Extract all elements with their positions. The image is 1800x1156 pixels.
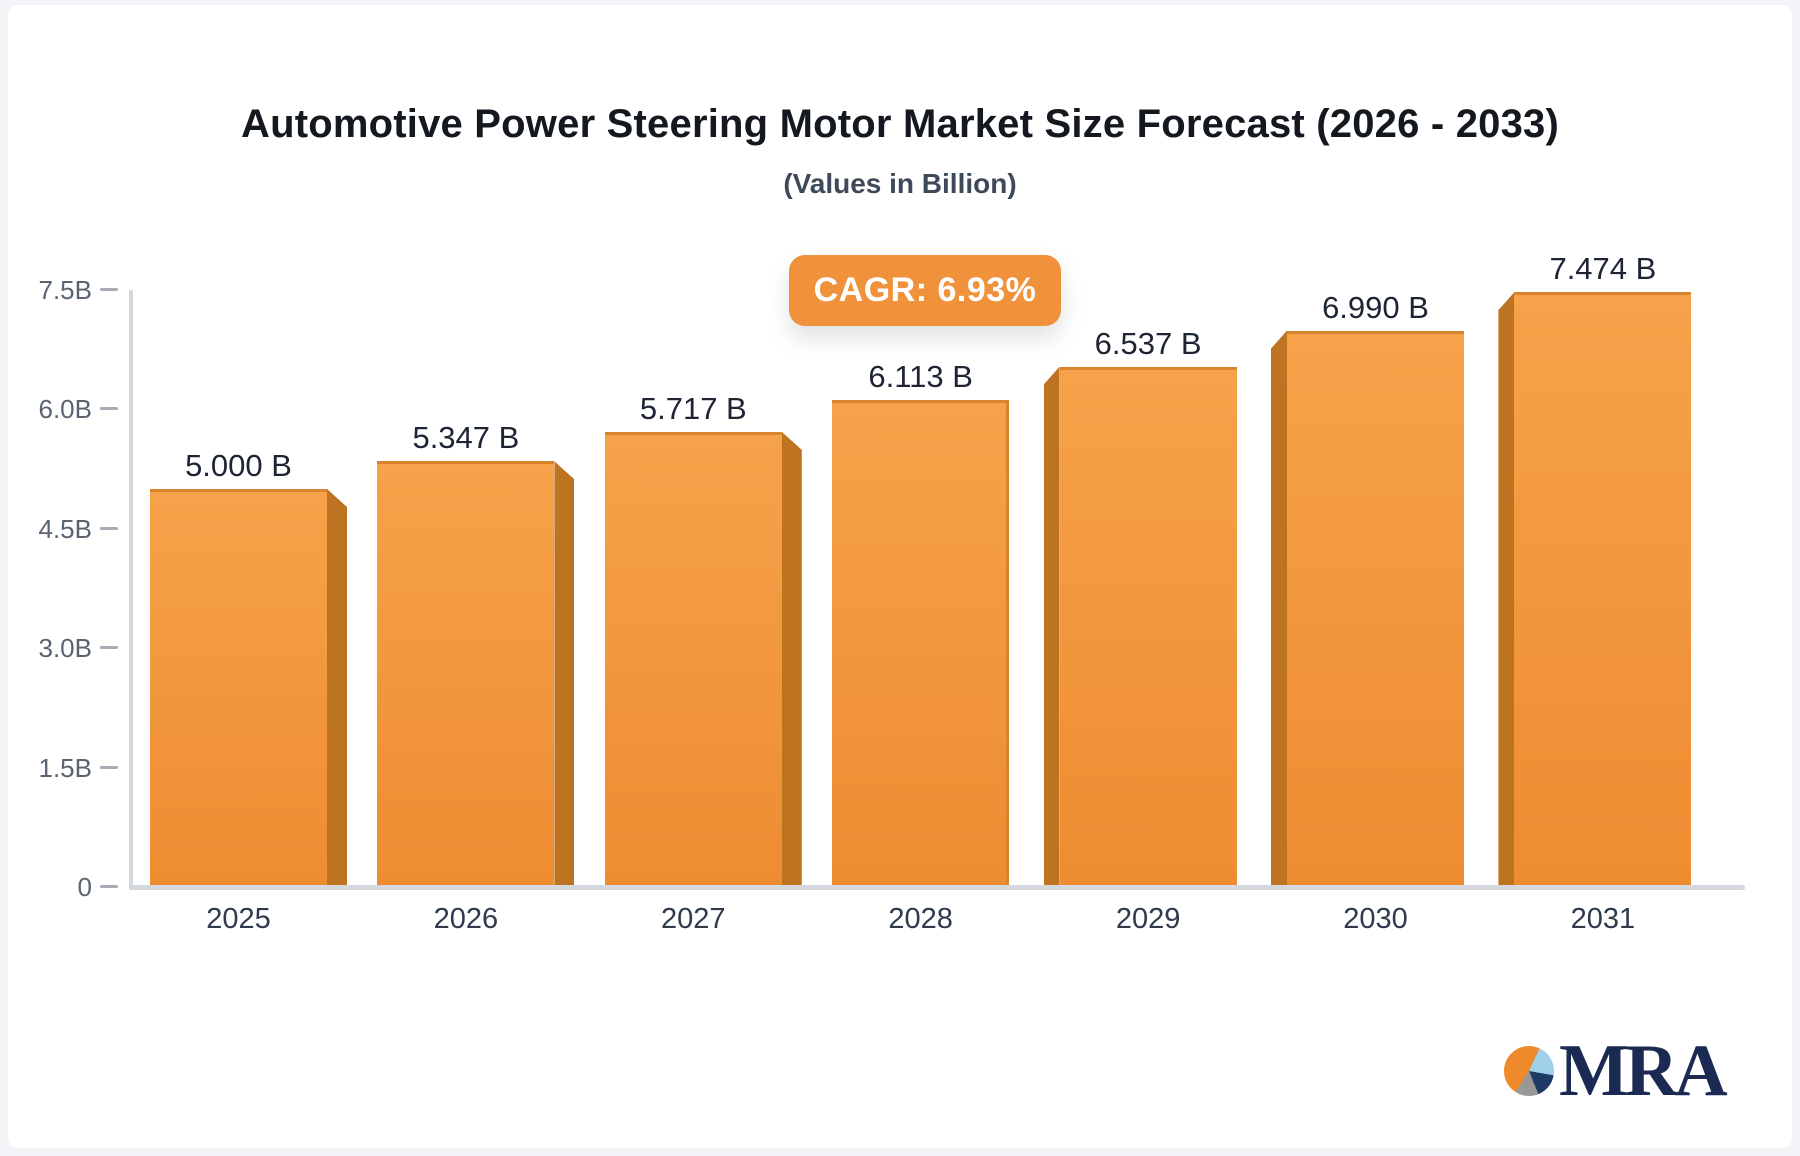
bar-value-label: 6.537 B	[1094, 325, 1202, 361]
y-axis-tick-mark	[100, 885, 118, 888]
y-axis-tick-mark	[100, 765, 118, 769]
y-axis-tick-label: 4.5B	[38, 513, 93, 544]
bar-value-label: 7.474 B	[1549, 251, 1657, 287]
y-axis-tick-mark	[100, 407, 118, 411]
x-axis-line	[129, 885, 1745, 890]
bar-value-label: 6.990 B	[1322, 289, 1429, 325]
bar-2026	[377, 461, 555, 887]
bar-value-label: 5.347 B	[412, 420, 520, 456]
y-axis-tick-mark	[100, 646, 118, 650]
x-axis-category-label: 2030	[1343, 903, 1408, 935]
y-axis-line	[129, 290, 133, 887]
bar-side-face	[1043, 366, 1060, 887]
x-axis-category-label: 2026	[433, 903, 499, 935]
x-axis-category-label: 2029	[1115, 903, 1181, 935]
bar-2027	[604, 431, 782, 887]
bar-2028	[832, 400, 1010, 887]
cagr-badge-label: CAGR: 6.93%	[813, 271, 1037, 309]
bar-2029	[1059, 366, 1237, 887]
cagr-badge: CAGR: 6.93%	[789, 255, 1061, 326]
y-axis-tick-mark	[100, 526, 118, 530]
bar-2025	[150, 489, 327, 887]
chart-title: Automotive Power Steering Motor Market S…	[240, 102, 1560, 146]
y-axis-tick-label: 6.0B	[38, 394, 93, 425]
bar-value-label: 5.000 B	[185, 448, 292, 483]
x-axis-category-label: 2031	[1570, 903, 1636, 935]
pie-chart-logo-icon	[1504, 1046, 1554, 1096]
y-axis-tick-label: 3.0B	[38, 633, 93, 664]
bar-2031	[1514, 292, 1692, 887]
x-axis-category-label: 2025	[206, 903, 271, 935]
bar-value-label: 5.717 B	[639, 390, 747, 426]
x-axis-category-label: 2027	[661, 903, 726, 935]
bar-side-face	[1498, 292, 1515, 887]
x-axis-category-label: 2028	[888, 903, 953, 935]
bar-2030	[1287, 330, 1464, 887]
bar-side-face	[781, 431, 802, 887]
bar-side-face	[327, 489, 347, 887]
y-axis-tick-mark	[100, 288, 118, 291]
bar-side-face	[1271, 330, 1287, 887]
chart-subtitle: (Values in Billion)	[783, 168, 1017, 199]
bar-value-label: 6.113 B	[868, 359, 973, 395]
bar-side-face	[554, 461, 575, 887]
y-axis-tick-label: 7.5B	[38, 275, 93, 305]
y-axis-tick-label: 0	[77, 872, 92, 902]
mra-logo-text: MRA	[1559, 1030, 1728, 1112]
y-axis-tick-label: 1.5B	[38, 752, 93, 783]
mra-logo: MRA	[1504, 1030, 1728, 1112]
